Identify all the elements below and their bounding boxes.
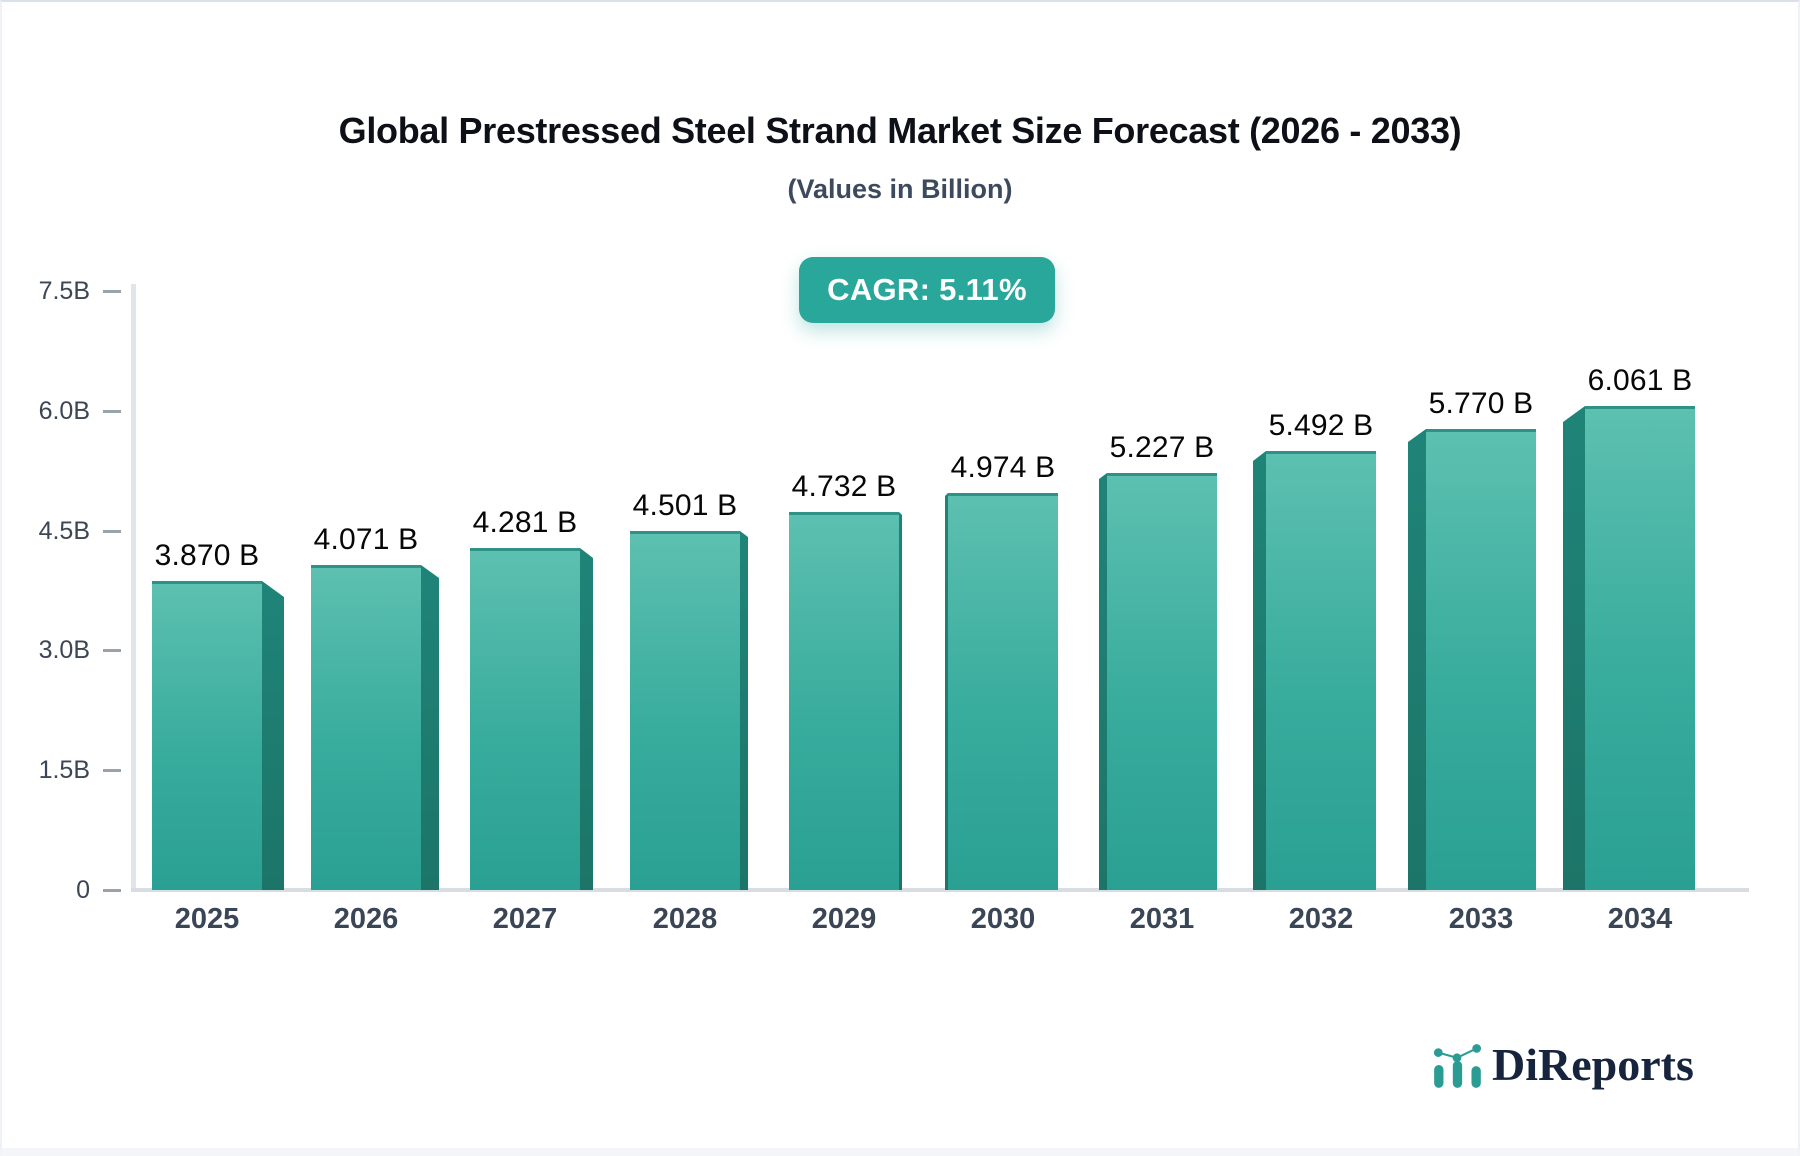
bar-2031 [1107,473,1217,890]
x-axis-label-2031: 2031 [1129,903,1195,935]
bar-2030 [948,493,1058,890]
y-axis-tick [103,290,121,293]
bar-2026 [311,565,421,890]
bar-side-2033 [1408,429,1426,890]
x-axis-label-2025: 2025 [174,903,240,935]
bar-2032 [1266,451,1376,890]
brand-logo: DiReports [1430,1036,1694,1092]
bar-value-label: 4.732 B [791,470,897,503]
bar-value-label: 4.974 B [950,451,1056,484]
x-axis-label-2032: 2032 [1288,903,1354,935]
x-axis-label-2034: 2034 [1607,903,1673,935]
y-axis-tick [103,769,121,773]
bar-side-2032 [1253,451,1266,890]
chart-subtitle: (Values in Billion) [787,174,1013,204]
x-axis-label-2027: 2027 [492,903,558,935]
y-axis-tick-label: 6.0B [38,396,90,425]
brand-name: DiReports [1492,1038,1694,1090]
bar-2029 [789,512,899,890]
bar-side-2026 [421,565,439,890]
bar-value-label: 3.870 B [154,539,260,572]
bar-value-label: 6.061 B [1587,364,1693,397]
bar-value-label: 4.281 B [472,506,578,539]
bar-value-label: 5.770 B [1428,387,1534,420]
bar-2033 [1426,429,1536,890]
x-axis-label-2026: 2026 [333,903,399,935]
bar-side-2028 [740,531,748,890]
y-axis-tick-label: 3.0B [38,636,90,665]
bar-value-label: 4.071 B [313,523,419,556]
bar-2025 [152,581,262,890]
cagr-badge-label: CAGR: 5.11% [827,272,1027,307]
bar-value-label: 4.501 B [632,489,738,522]
y-axis-tick-label: 4.5B [38,516,90,545]
bar-chart-sparkline-icon [1433,1044,1482,1088]
cagr-badge: CAGR: 5.11% [799,257,1055,323]
y-axis-tick [103,649,121,653]
bar-side-2025 [262,581,284,890]
y-axis-tick [103,529,121,533]
y-axis-tick-label: 0 [76,876,90,904]
bar-side-2034 [1563,406,1585,890]
bar-2028 [630,531,740,890]
y-axis-tick-label: 7.5B [38,277,90,305]
x-axis-baseline [131,888,1749,892]
bar-2027 [470,548,580,890]
bar-side-2030 [945,493,948,890]
x-axis-label-2033: 2033 [1448,903,1514,935]
x-axis-label-2030: 2030 [970,903,1036,935]
bar-value-label: 5.492 B [1268,409,1374,442]
y-axis-tick-label: 1.5B [38,756,90,785]
x-axis-label-2028: 2028 [652,903,718,935]
bar-side-2031 [1099,473,1107,890]
x-axis-label-2029: 2029 [811,903,877,935]
y-axis-tick [103,889,121,892]
bar-side-2029 [899,512,902,890]
y-axis-tick [103,409,121,413]
chart-title: Global Prestressed Steel Strand Market S… [338,110,1462,151]
bar-side-2027 [580,548,593,890]
bar-value-label: 5.227 B [1109,431,1215,464]
bar-2034 [1585,406,1695,890]
y-axis-line [131,284,136,892]
